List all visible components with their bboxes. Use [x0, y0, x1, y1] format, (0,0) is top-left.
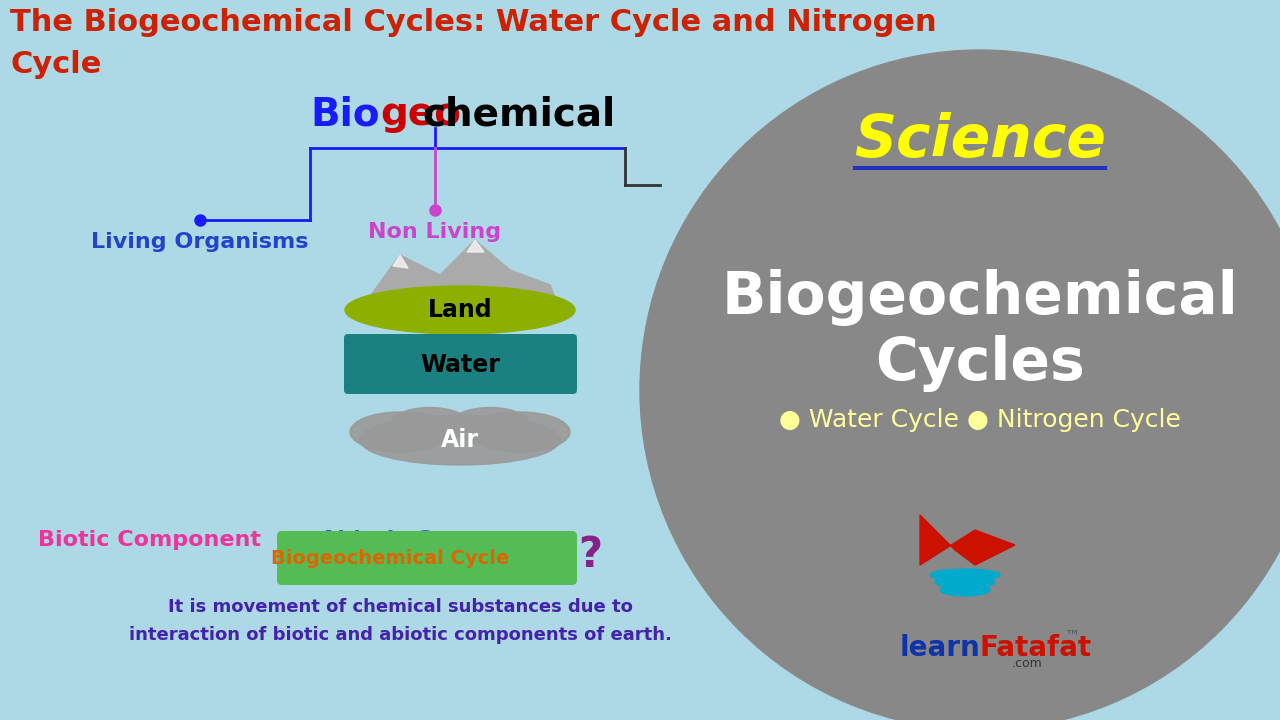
Ellipse shape [390, 408, 470, 443]
Ellipse shape [470, 412, 570, 452]
Ellipse shape [360, 415, 561, 465]
FancyBboxPatch shape [344, 334, 577, 394]
Polygon shape [467, 240, 484, 252]
Text: Air: Air [442, 428, 479, 452]
Text: The Biogeochemical Cycles: Water Cycle and Nitrogen: The Biogeochemical Cycles: Water Cycle a… [10, 8, 937, 37]
Polygon shape [920, 515, 1015, 565]
Text: Living Organisms: Living Organisms [91, 232, 308, 252]
Circle shape [640, 50, 1280, 720]
Ellipse shape [451, 408, 530, 443]
Text: geo: geo [380, 95, 461, 133]
Text: ?: ? [579, 534, 602, 576]
Text: learn: learn [900, 634, 980, 662]
Polygon shape [393, 255, 408, 268]
Text: Abiotic Component: Abiotic Component [320, 530, 559, 550]
Text: .com: .com [1011, 657, 1042, 670]
Text: Water: Water [420, 353, 500, 377]
Text: Bio: Bio [311, 95, 380, 133]
Ellipse shape [349, 412, 451, 452]
FancyBboxPatch shape [276, 531, 577, 585]
Text: chemical: chemical [422, 95, 616, 133]
Text: Biotic Component: Biotic Component [38, 530, 261, 550]
Polygon shape [360, 240, 561, 310]
Ellipse shape [931, 569, 1000, 581]
Text: Fatafat: Fatafat [980, 634, 1092, 662]
Ellipse shape [934, 576, 995, 588]
Text: Cycle: Cycle [10, 50, 101, 79]
Text: Biogeochemical Cycle: Biogeochemical Cycle [271, 549, 509, 569]
Text: It is movement of chemical substances due to
interaction of biotic and abiotic c: It is movement of chemical substances du… [128, 598, 672, 644]
Text: ™: ™ [1065, 629, 1079, 644]
Text: Science: Science [854, 112, 1106, 168]
Text: Biogeochemical
Cycles: Biogeochemical Cycles [722, 269, 1238, 392]
Ellipse shape [940, 584, 989, 596]
Text: ● Water Cycle ● Nitrogen Cycle: ● Water Cycle ● Nitrogen Cycle [780, 408, 1181, 432]
Text: Non Living: Non Living [369, 222, 502, 242]
Text: Land: Land [428, 298, 493, 322]
Ellipse shape [346, 286, 575, 334]
